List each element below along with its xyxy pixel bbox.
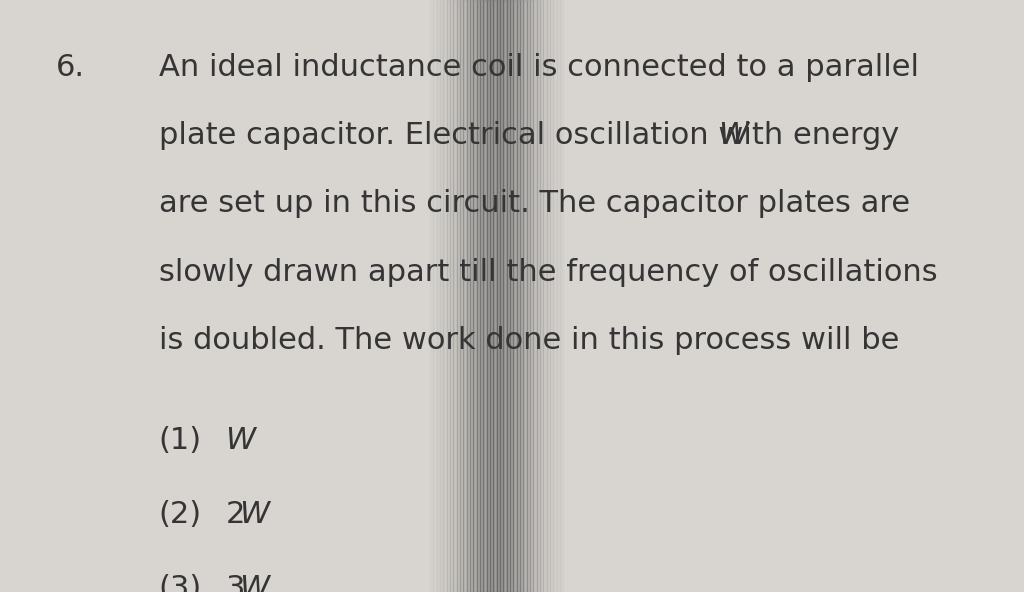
Text: slowly drawn apart till the frequency of oscillations: slowly drawn apart till the frequency of…	[159, 258, 937, 287]
Bar	[436, 0, 440, 592]
Bar	[494, 0, 497, 592]
Text: (3): (3)	[159, 574, 202, 592]
Bar	[433, 0, 436, 592]
Bar	[560, 0, 563, 592]
Text: plate capacitor. Electrical oscillation with energy: plate capacitor. Electrical oscillation …	[159, 121, 908, 150]
Bar	[540, 0, 543, 592]
Text: (1): (1)	[159, 426, 202, 455]
Bar	[526, 0, 530, 592]
Bar	[510, 0, 513, 592]
Bar	[467, 0, 470, 592]
Text: 6.: 6.	[56, 53, 85, 82]
Bar	[470, 0, 473, 592]
Bar	[443, 0, 446, 592]
Bar	[451, 0, 454, 592]
Bar	[483, 0, 486, 592]
Text: are set up in this circuit. The capacitor plates are: are set up in this circuit. The capacito…	[159, 189, 910, 218]
Bar	[457, 0, 460, 592]
Bar	[507, 0, 510, 592]
Bar	[460, 0, 463, 592]
Bar	[537, 0, 540, 592]
Bar	[446, 0, 450, 592]
Bar	[489, 0, 494, 592]
Bar	[476, 0, 480, 592]
Bar	[454, 0, 457, 592]
Text: An ideal inductance coil is connected to a parallel: An ideal inductance coil is connected to…	[159, 53, 919, 82]
Text: (2): (2)	[159, 500, 202, 529]
Bar	[516, 0, 520, 592]
Text: W: W	[239, 574, 268, 592]
Text: W: W	[718, 121, 748, 150]
Bar	[513, 0, 516, 592]
Bar	[430, 0, 433, 592]
Bar	[500, 0, 503, 592]
Bar	[463, 0, 467, 592]
Bar	[523, 0, 526, 592]
Text: 2: 2	[225, 500, 245, 529]
Bar	[530, 0, 534, 592]
Bar	[553, 0, 557, 592]
Text: 3: 3	[225, 574, 245, 592]
Bar	[497, 0, 500, 592]
Text: is doubled. The work done in this process will be: is doubled. The work done in this proces…	[159, 326, 899, 355]
Text: W: W	[225, 426, 255, 455]
Bar	[547, 0, 550, 592]
Bar	[550, 0, 553, 592]
Bar	[473, 0, 476, 592]
Bar	[534, 0, 537, 592]
Bar	[543, 0, 547, 592]
Bar	[480, 0, 483, 592]
Text: W: W	[239, 500, 268, 529]
Bar	[486, 0, 489, 592]
Bar	[504, 0, 507, 592]
Bar	[557, 0, 560, 592]
Bar	[520, 0, 523, 592]
Bar	[440, 0, 443, 592]
